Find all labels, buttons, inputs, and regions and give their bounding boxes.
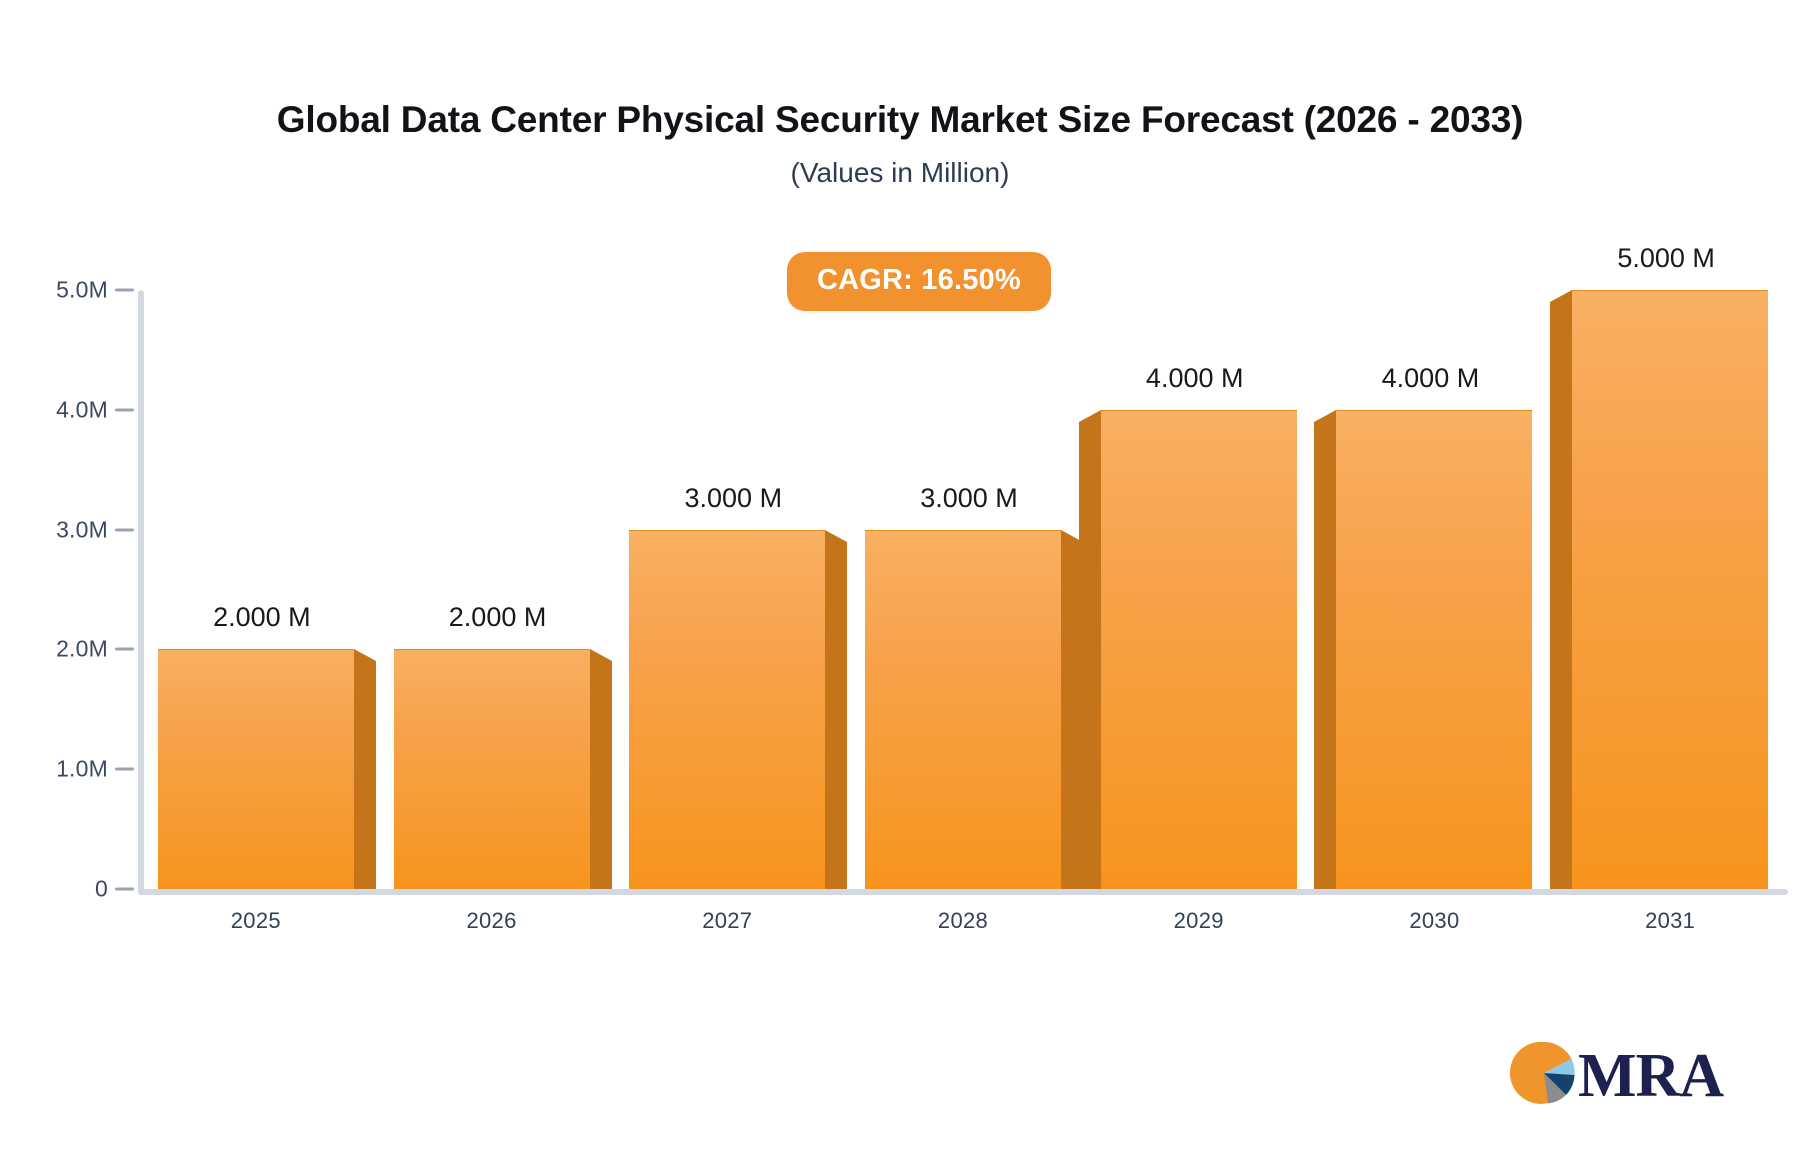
bar-side-face [1061, 541, 1083, 889]
y-tick-mark [115, 647, 134, 651]
y-tick-mark [115, 887, 134, 891]
x-tick-label: 2028 [937, 908, 989, 933]
y-tick-label: 5.0M [56, 276, 108, 303]
logo-text: MRA [1578, 1041, 1724, 1110]
bar-2026[interactable] [393, 649, 590, 889]
y-tick-mark [115, 408, 134, 412]
y-tick-label: 2.0M [56, 635, 108, 662]
bar-value-label: 4.000 M [1381, 362, 1480, 393]
cagr-badge: CAGR: 16.50% [787, 252, 1051, 311]
bar-side-face [589, 661, 612, 889]
bar-side-face [1314, 421, 1337, 889]
x-tick-label: 2027 [702, 908, 753, 933]
x-tick-label: 2026 [466, 908, 517, 933]
bar-value-label: 2.000 M [448, 602, 547, 633]
bar-side-face [353, 661, 376, 889]
bar-2030[interactable] [1336, 409, 1533, 889]
bar-top-bevel [589, 649, 612, 662]
bar-2028[interactable] [865, 529, 1061, 889]
bar-top-bevel [353, 649, 376, 662]
bar-side-face [1078, 421, 1101, 889]
y-tick-label: 4.0M [56, 396, 108, 423]
y-tick-mark [115, 528, 134, 532]
bar-value-label: 2.000 M [213, 602, 311, 633]
bar-top-bevel [1550, 290, 1573, 302]
x-tick-label: 2030 [1409, 908, 1460, 933]
y-tick-label: 1.0M [56, 755, 108, 782]
bar-value-label: 5.000 M [1617, 243, 1715, 273]
bar-top-bevel [825, 529, 848, 542]
bar-value-label: 3.000 M [920, 482, 1018, 513]
chart-subtitle: (Values in Million) [790, 156, 1010, 188]
title-block: Global Data Center Physical Security Mar… [0, 99, 1800, 189]
bar-value-label: 3.000 M [684, 482, 783, 513]
bar-value-label: 4.000 M [1145, 362, 1244, 393]
y-tick-label: 0 [95, 875, 108, 902]
y-tick-label: 3.0M [56, 516, 108, 543]
x-tick-label: 2025 [230, 908, 281, 933]
y-tick-mark [115, 288, 134, 292]
page-title: Global Data Center Physical Security Mar… [276, 99, 1524, 140]
mra-logo: MRA [1508, 1037, 1724, 1114]
bar-2027[interactable] [629, 529, 826, 889]
pie-chart-icon [1508, 1037, 1580, 1114]
bar-top-bevel [1061, 529, 1083, 542]
bar-side-face [1550, 302, 1573, 889]
x-tick-label: 2031 [1645, 908, 1696, 933]
y-tick-mark [115, 767, 134, 771]
bar-2031[interactable] [1572, 290, 1769, 889]
x-tick-label: 2029 [1173, 908, 1224, 933]
bar-top-bevel [1078, 409, 1101, 422]
x-axis-line [138, 889, 1788, 895]
bar-2025[interactable] [157, 649, 354, 889]
bar-top-bevel [1314, 409, 1337, 422]
y-axis-line [138, 290, 144, 895]
bar-2029[interactable] [1100, 409, 1297, 889]
bar-side-face [825, 541, 848, 889]
